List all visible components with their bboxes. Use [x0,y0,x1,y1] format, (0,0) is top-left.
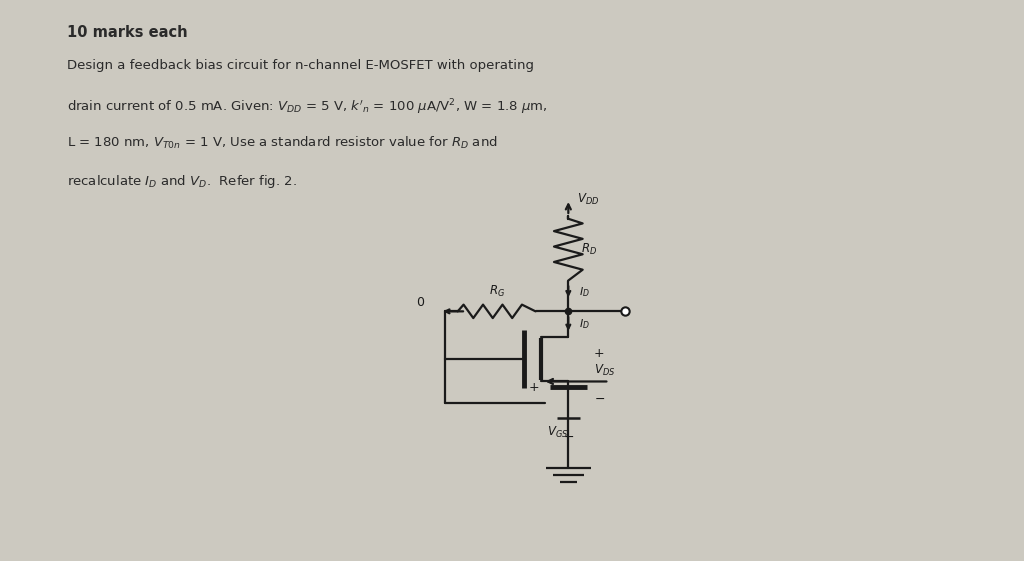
Text: recalculate $I_D$ and $V_D$.  Refer fig. 2.: recalculate $I_D$ and $V_D$. Refer fig. … [67,173,296,190]
Text: Design a feedback bias circuit for n-channel E-MOSFET with operating: Design a feedback bias circuit for n-cha… [67,59,534,72]
Text: $V_{DS}$: $V_{DS}$ [594,363,615,378]
Text: drain current of 0.5 mA. Given: $V_{DD}$ = 5 V, $k'_n$ = 100 $\mu$A/V$^2$, W = 1: drain current of 0.5 mA. Given: $V_{DD}$… [67,97,547,117]
Text: 0: 0 [416,296,424,309]
Text: +: + [529,380,540,394]
Text: $R_G$: $R_G$ [488,284,505,299]
Text: +: + [594,347,604,360]
Text: $R_D$: $R_D$ [581,242,597,257]
Text: $V_{GS}$: $V_{GS}$ [548,425,568,440]
Text: $I_D$: $I_D$ [579,317,590,331]
Text: $-$: $-$ [563,430,573,443]
Text: $V_{DD}$: $V_{DD}$ [577,192,599,206]
Text: L = 180 nm, $V_{T0n}$ = 1 V, Use a standard resistor value for $R_D$ and: L = 180 nm, $V_{T0n}$ = 1 V, Use a stand… [67,135,498,151]
Text: $-$: $-$ [594,392,605,405]
Text: 10 marks each: 10 marks each [67,25,187,40]
Text: $I_D$: $I_D$ [579,285,590,298]
